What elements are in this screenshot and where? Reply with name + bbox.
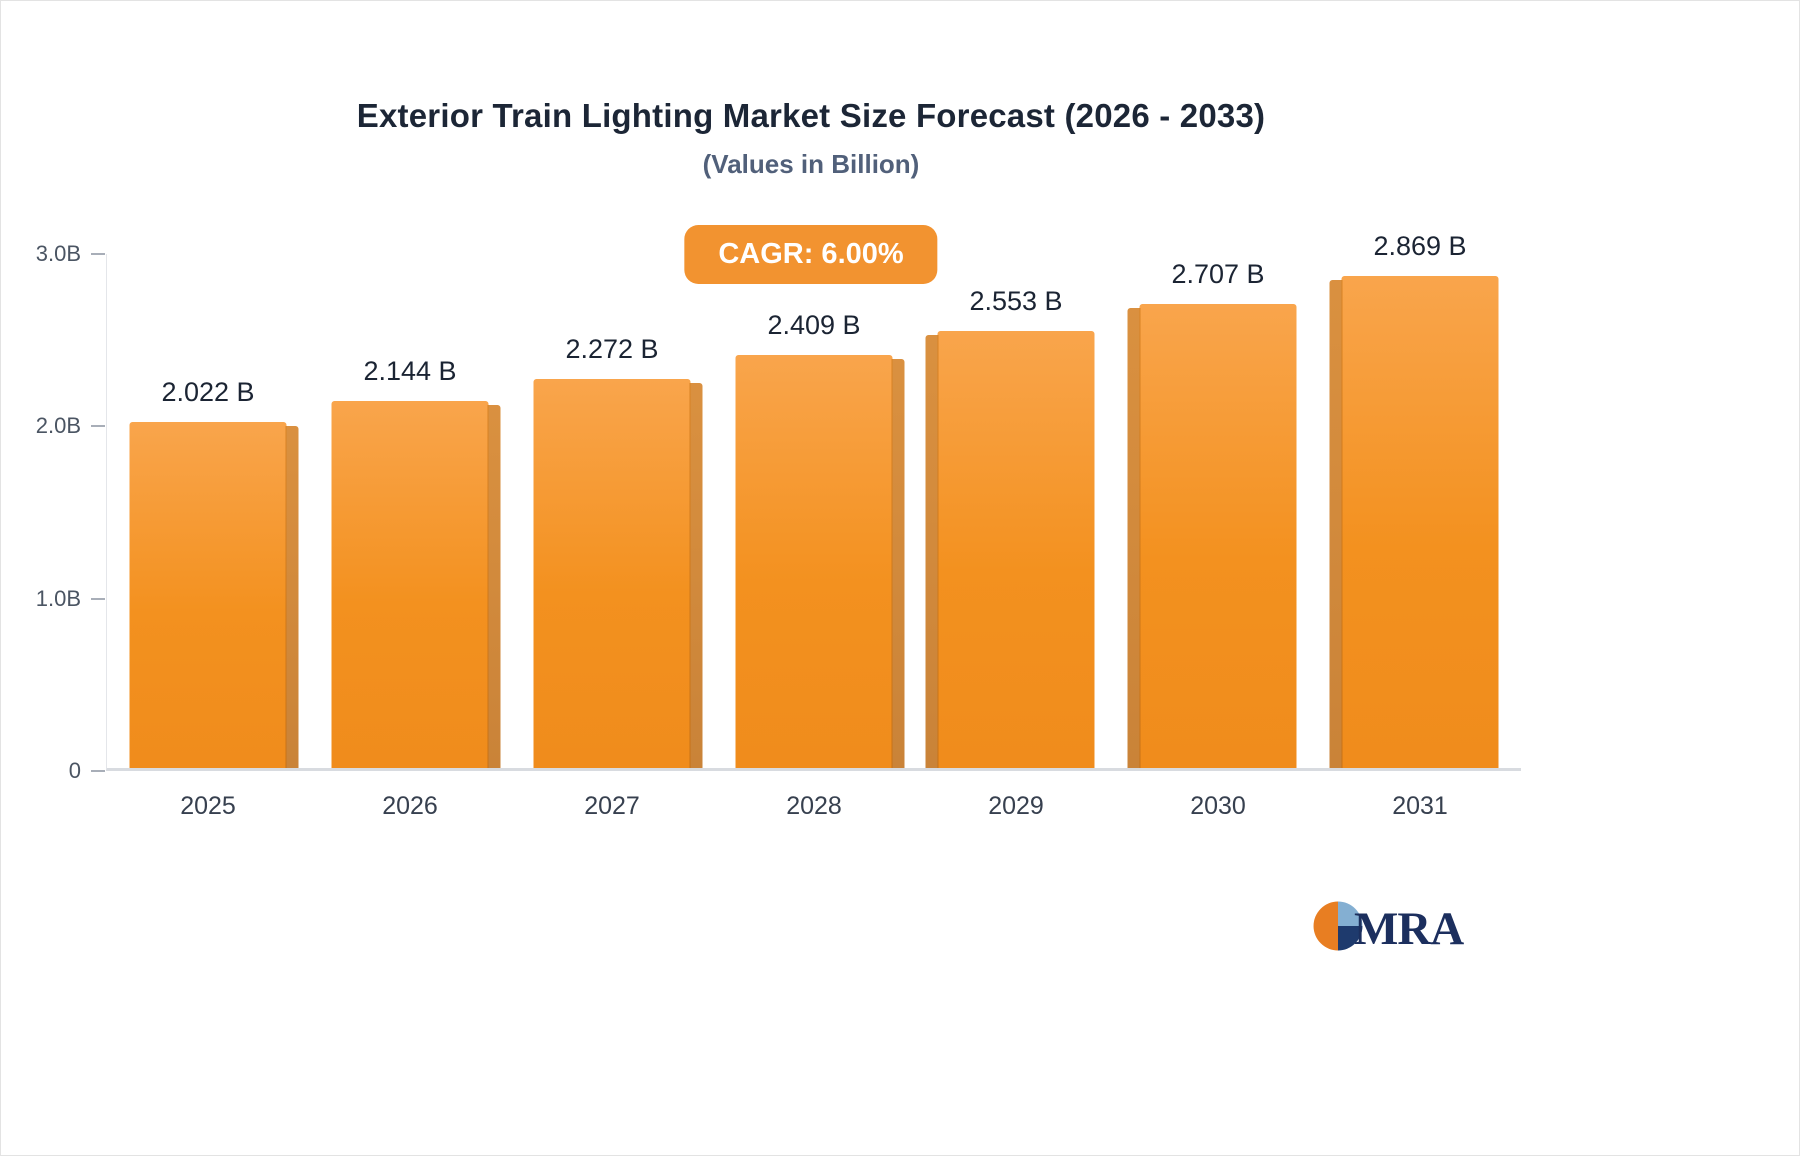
x-axis-label: 2025 xyxy=(180,792,236,820)
bar-value-label: 2.707 B xyxy=(1171,259,1265,290)
y-tick-mark xyxy=(91,253,105,255)
y-tick-mark xyxy=(91,597,105,600)
bar-2030 xyxy=(1127,304,1297,768)
bar-2031 xyxy=(1329,276,1499,768)
bar-group-2030: 2.707 B 2030 xyxy=(1117,254,1319,820)
x-axis-label: 2028 xyxy=(786,792,842,820)
y-tick-label: 0 xyxy=(68,758,81,783)
bar-side-shade xyxy=(285,425,299,768)
bar-side-shade xyxy=(487,404,501,768)
plot-area: 2.022 B 2025 2.144 B 2026 2.272 B 2027 2.409 B… xyxy=(106,231,1521,820)
x-axis-label: 2029 xyxy=(988,792,1044,820)
y-axis: 0 1.0B 2.0B 3.0B xyxy=(1,241,105,783)
bar-value-label: 2.144 B xyxy=(363,355,457,386)
pie-logo-icon xyxy=(1309,897,1367,960)
bar-2026 xyxy=(331,400,501,768)
cagr-badge: CAGR: 6.00% xyxy=(684,225,938,284)
y-tick: 3.0B xyxy=(36,241,105,267)
bar-group-2028: 2.409 B 2028 xyxy=(713,254,915,820)
bar-value-label: 2.272 B xyxy=(565,333,659,364)
y-tick: 1.0B xyxy=(36,586,105,612)
y-tick-label: 3.0B xyxy=(35,241,81,266)
bar-side-shade xyxy=(1127,308,1141,768)
bar-group-2031: 2.869 B 2031 xyxy=(1319,231,1521,820)
bar-group-2026: 2.144 B 2026 xyxy=(309,254,511,820)
y-tick: 2.0B xyxy=(36,413,105,439)
x-axis-label: 2026 xyxy=(382,792,438,820)
bar-2027 xyxy=(533,378,703,768)
bar-2025 xyxy=(129,421,299,768)
bar-side-shade xyxy=(891,359,905,768)
bar-value-label: 2.553 B xyxy=(969,285,1063,316)
y-tick-label: 2.0B xyxy=(35,413,81,439)
chart-title: Exterior Train Lighting Market Size Fore… xyxy=(356,97,1266,134)
bar-side-shade xyxy=(925,334,939,768)
bar-value-label: 2.869 B xyxy=(1373,231,1467,262)
bar-value-label: 2.409 B xyxy=(767,310,861,341)
chart-subtitle: (Values in Billion) xyxy=(702,149,920,179)
bar-group-2025: 2.022 B 2025 xyxy=(107,254,309,820)
x-axis-label: 2031 xyxy=(1392,792,1448,820)
y-tick-mark xyxy=(91,770,105,772)
bar-group-2027: 2.272 B 2027 xyxy=(511,254,713,820)
y-tick-mark xyxy=(91,425,105,428)
bar-side-shade xyxy=(689,382,703,768)
bar-group-2029: 2.553 B 2029 xyxy=(915,254,1117,820)
bar-side-shade xyxy=(1329,280,1343,768)
y-tick: 0 xyxy=(69,758,105,784)
bar-value-label: 2.022 B xyxy=(161,376,255,407)
x-axis-label: 2030 xyxy=(1190,792,1246,820)
bar-2029 xyxy=(925,330,1095,768)
x-axis-label: 2027 xyxy=(584,792,640,820)
bar-2028 xyxy=(735,355,905,768)
y-tick-label: 1.0B xyxy=(35,585,81,611)
brand-text: MRA xyxy=(1354,902,1464,955)
brand-logo: MRA xyxy=(1309,897,1464,960)
